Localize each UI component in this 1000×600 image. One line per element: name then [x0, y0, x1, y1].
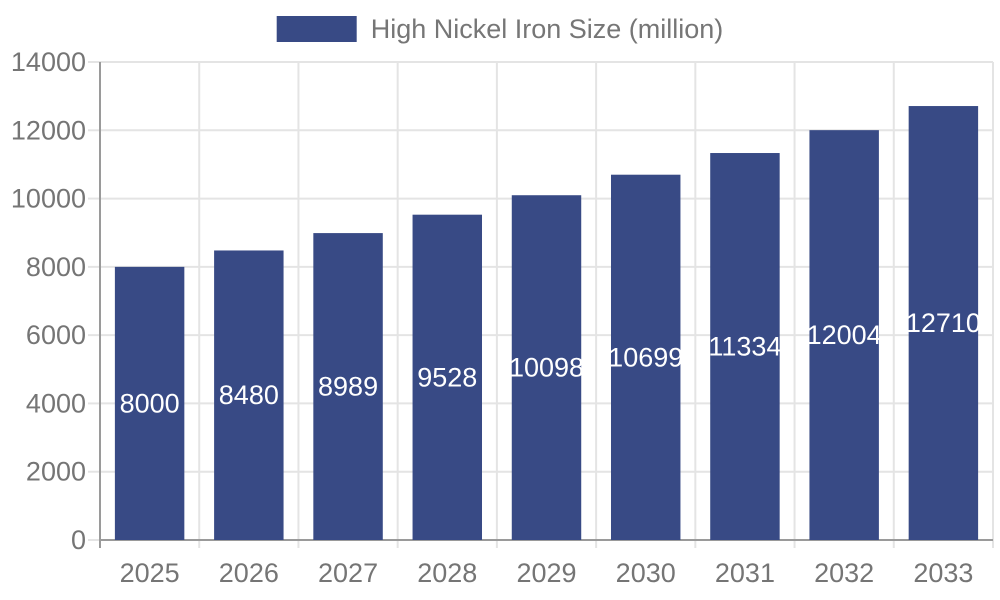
bar-value-label: 8989 [318, 372, 378, 402]
bar-value-label: 10699 [608, 342, 683, 372]
legend[interactable]: High Nickel Iron Size (million) [276, 14, 724, 44]
y-tick-label: 12000 [11, 115, 86, 145]
x-tick-label: 2031 [715, 558, 775, 588]
bar-value-label: 8480 [219, 380, 279, 410]
x-tick-label: 2026 [219, 558, 279, 588]
bar-value-label: 9528 [417, 362, 477, 392]
bar [809, 130, 879, 540]
y-tick-label: 14000 [11, 47, 86, 77]
y-tick-label: 0 [71, 525, 86, 555]
x-tick-label: 2032 [814, 558, 874, 588]
bar [511, 195, 582, 540]
x-tick-label: 2030 [616, 558, 676, 588]
bar [908, 106, 979, 541]
bar-value-label: 8000 [120, 388, 180, 418]
y-tick-label: 2000 [26, 457, 86, 487]
x-tick-label: 2028 [417, 558, 477, 588]
bar [710, 153, 780, 541]
bar-value-label: 12710 [906, 308, 981, 338]
x-tick-label: 2033 [913, 558, 973, 588]
x-tick-label: 2029 [516, 558, 576, 588]
bar-value-label: 10098 [509, 353, 584, 383]
legend-swatch [276, 16, 357, 42]
bar [214, 250, 284, 540]
bar [412, 214, 483, 540]
bar [313, 233, 383, 541]
y-tick-label: 4000 [26, 388, 86, 418]
bar-value-label: 11334 [708, 332, 781, 362]
y-tick-label: 10000 [11, 184, 86, 214]
bar [114, 266, 185, 540]
x-tick-label: 2025 [120, 558, 180, 588]
y-tick-label: 6000 [26, 320, 86, 350]
y-tick-label: 8000 [26, 252, 86, 282]
x-tick-label: 2027 [318, 558, 378, 588]
bar-value-label: 12004 [807, 320, 882, 350]
bar [610, 174, 681, 540]
legend-label: High Nickel Iron Size (million) [370, 14, 724, 44]
